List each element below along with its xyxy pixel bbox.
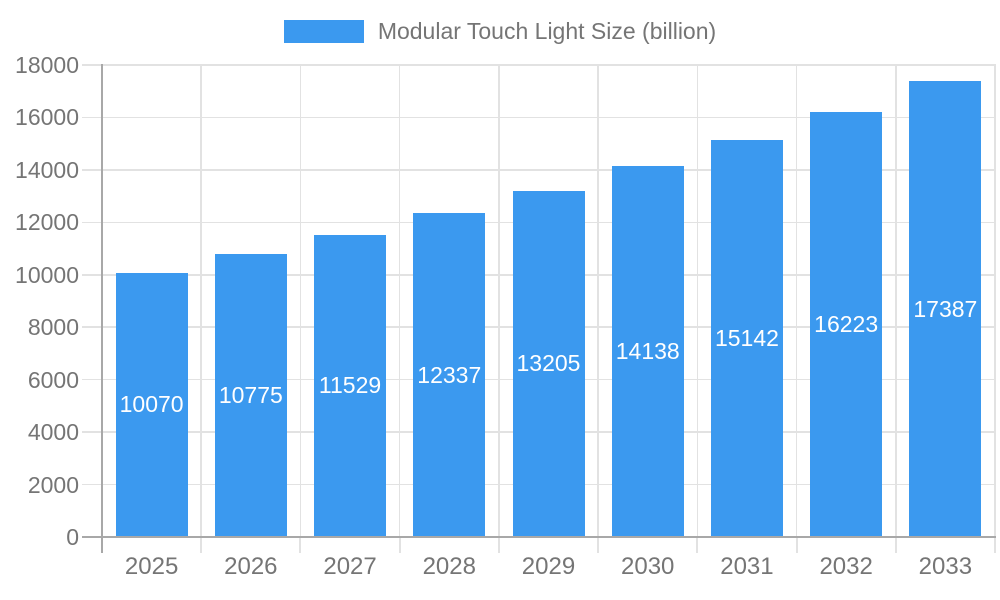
x-tick [994, 537, 996, 553]
x-tick [200, 537, 203, 553]
legend: Modular Touch Light Size (billion) [0, 19, 1000, 44]
bar [413, 213, 486, 537]
y-gridline [82, 116, 995, 119]
x-tick [696, 537, 699, 553]
x-tick [299, 537, 302, 553]
y-gridline [82, 169, 995, 171]
bar [214, 254, 287, 537]
bar-value-label: 12337 [417, 361, 482, 388]
x-axis-label: 2025 [124, 553, 179, 580]
x-gridline [696, 64, 699, 537]
x-gridline [795, 64, 798, 537]
bar-value-label: 10775 [218, 382, 283, 409]
y-axis-line [101, 64, 103, 553]
bar [909, 81, 982, 537]
legend-label: Modular Touch Light Size (billion) [377, 18, 717, 44]
y-tick-label: 16000 [15, 104, 79, 131]
y-tick-label: 14000 [15, 156, 79, 183]
y-tick-label: 10000 [15, 261, 79, 288]
y-tick-label: 8000 [27, 314, 79, 341]
x-tick [398, 537, 401, 553]
bar-value-label: 14138 [615, 338, 680, 365]
x-axis-label: 2029 [521, 553, 576, 580]
x-gridline [597, 64, 599, 537]
bar-value-label: 15142 [714, 324, 779, 351]
x-axis-line [82, 536, 996, 538]
x-tick [597, 537, 600, 553]
x-gridline [398, 64, 401, 537]
x-gridline [994, 64, 996, 537]
y-tick-label: 2000 [27, 471, 79, 498]
y-tick-label: 12000 [15, 209, 79, 236]
bar [710, 139, 783, 537]
y-tick-label: 6000 [27, 366, 79, 393]
y-tick-label: 0 [66, 524, 79, 550]
bar [115, 272, 188, 537]
x-axis-label: 2032 [819, 553, 873, 580]
bar [512, 190, 585, 537]
x-gridline [498, 64, 500, 537]
x-axis-label: 2033 [918, 553, 973, 580]
bar-value-label: 16223 [814, 310, 879, 337]
bar [314, 234, 387, 537]
x-tick [497, 537, 500, 553]
y-tick-label: 18000 [15, 52, 79, 78]
x-tick [894, 537, 897, 553]
legend-swatch [283, 20, 364, 43]
x-axis-label: 2030 [621, 553, 675, 580]
x-axis-label: 2026 [224, 553, 278, 580]
bar-value-label: 17387 [913, 295, 978, 322]
x-gridline [299, 64, 302, 537]
x-gridline [895, 64, 897, 537]
x-axis-label: 2031 [720, 553, 774, 580]
x-axis-label: 2028 [422, 553, 476, 580]
bar-value-label: 10070 [119, 391, 184, 418]
bar [611, 166, 684, 537]
y-gridline [82, 64, 995, 66]
x-tick [795, 537, 798, 553]
bar [810, 111, 883, 537]
x-gridline [200, 64, 202, 537]
x-axis-label: 2027 [323, 553, 377, 580]
bar-value-label: 11529 [318, 372, 382, 399]
bar-value-label: 13205 [516, 350, 581, 377]
y-tick-label: 4000 [27, 419, 79, 446]
